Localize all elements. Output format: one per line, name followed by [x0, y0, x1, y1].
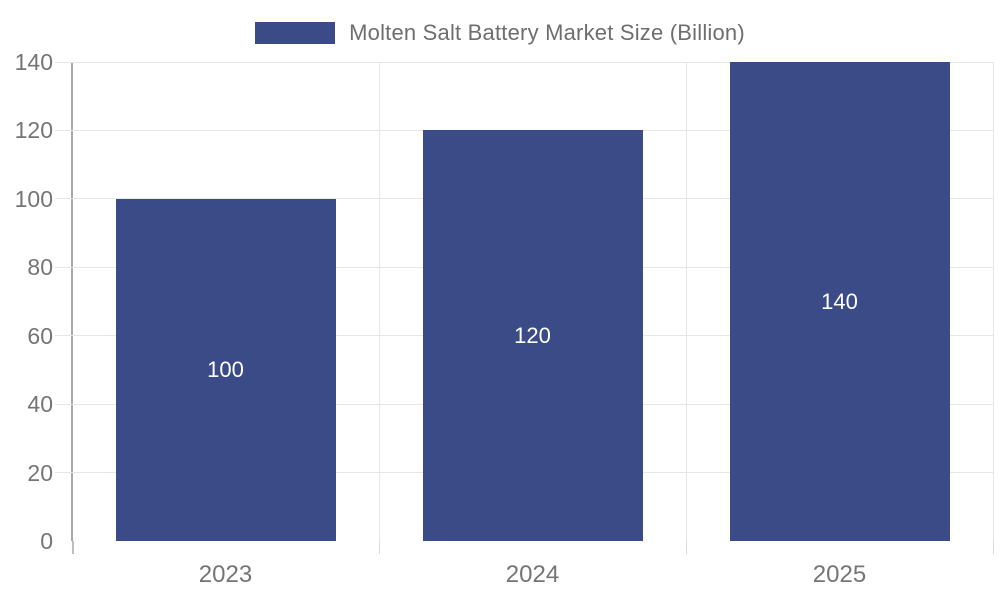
y-tick-label: 120: [14, 117, 53, 144]
y-tick-label: 0: [40, 528, 53, 554]
y-tick-label: 60: [27, 322, 53, 349]
legend-item[interactable]: Molten Salt Battery Market Size (Billion…: [0, 20, 1000, 46]
x-tick-label: 2023: [198, 561, 253, 588]
bar[interactable]: [729, 62, 950, 541]
bar-value-label: 120: [514, 322, 551, 348]
gridline-h: [55, 61, 993, 63]
gridline-v: [992, 62, 994, 541]
bar[interactable]: [422, 130, 643, 541]
gridline-v: [378, 62, 380, 541]
x-tick-label: 2024: [505, 561, 560, 588]
axis-tick: [992, 541, 994, 554]
bar-value-label: 100: [207, 356, 244, 382]
axis-tick: [685, 541, 687, 554]
y-tick-label: 80: [27, 254, 53, 281]
gridline-v: [685, 62, 687, 541]
y-tick-label: 40: [27, 391, 53, 418]
bar-value-label: 140: [821, 288, 858, 314]
legend-swatch: [255, 22, 336, 44]
legend-label: Molten Salt Battery Market Size (Billion…: [349, 20, 745, 45]
axis-tick: [378, 541, 380, 554]
y-tick-label: 20: [27, 459, 53, 486]
y-tick-label: 100: [14, 185, 53, 212]
y-tick-label: 140: [14, 49, 53, 75]
bar[interactable]: [115, 198, 336, 541]
axis-tick: [71, 541, 74, 554]
plot-area: 100 120 140: [55, 61, 994, 554]
x-tick-label: 2025: [812, 561, 867, 588]
y-axis-line: [71, 62, 73, 541]
